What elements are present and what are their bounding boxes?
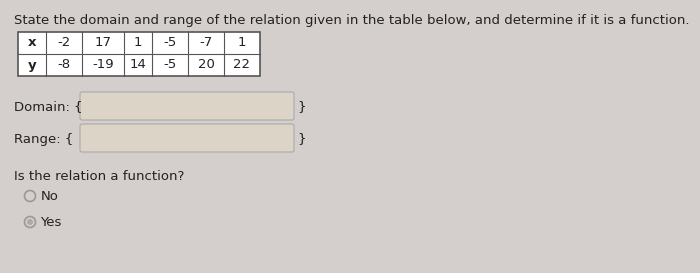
Text: -7: -7: [199, 37, 213, 49]
Text: }: }: [297, 100, 305, 114]
Text: 20: 20: [197, 58, 214, 72]
Text: Yes: Yes: [41, 215, 62, 229]
Text: Is the relation a function?: Is the relation a function?: [14, 170, 184, 182]
Text: -2: -2: [57, 37, 71, 49]
Bar: [18, 32, 260, 76]
Text: 1: 1: [134, 37, 142, 49]
Text: 17: 17: [94, 37, 111, 49]
Text: No: No: [41, 189, 58, 203]
FancyBboxPatch shape: [80, 92, 294, 120]
Text: 14: 14: [130, 58, 146, 72]
Text: -19: -19: [92, 58, 114, 72]
Text: -8: -8: [57, 58, 71, 72]
Text: y: y: [28, 58, 36, 72]
Text: Domain: {: Domain: {: [14, 100, 83, 114]
Text: }: }: [297, 132, 305, 146]
Text: State the domain and range of the relation given in the table below, and determi: State the domain and range of the relati…: [14, 14, 690, 27]
Circle shape: [25, 216, 36, 227]
FancyBboxPatch shape: [80, 124, 294, 152]
Text: x: x: [28, 37, 36, 49]
Text: -5: -5: [163, 37, 176, 49]
Text: 22: 22: [234, 58, 251, 72]
Circle shape: [27, 219, 33, 225]
Text: -5: -5: [163, 58, 176, 72]
Text: Range: {: Range: {: [14, 132, 74, 146]
Circle shape: [25, 191, 36, 201]
Text: 1: 1: [238, 37, 246, 49]
